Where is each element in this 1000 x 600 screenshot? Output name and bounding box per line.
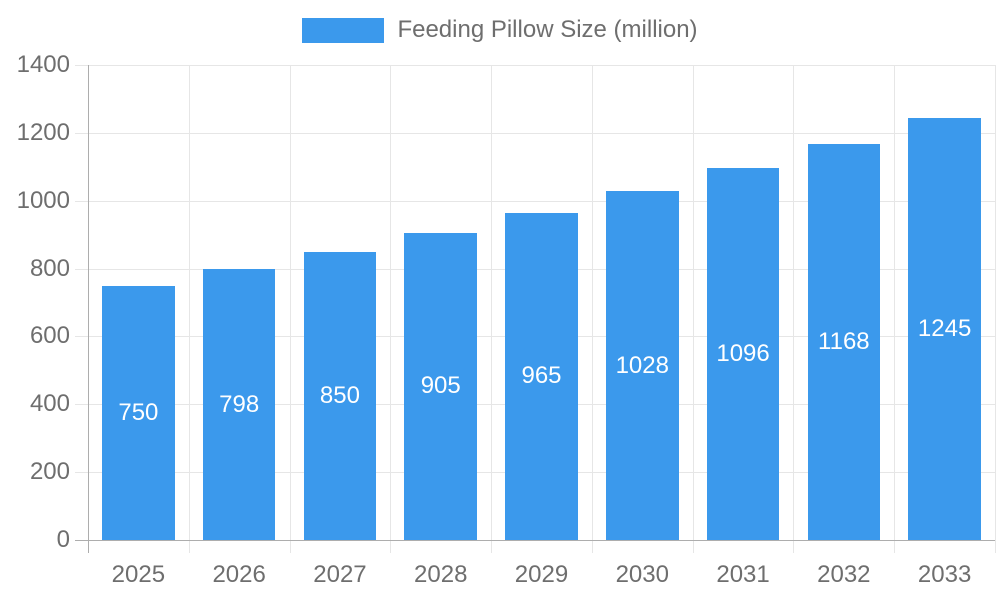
bar[interactable] bbox=[706, 168, 780, 540]
y-axis-label: 400 bbox=[29, 390, 70, 418]
x-axis-baseline bbox=[75, 540, 995, 541]
x-axis-label: 2026 bbox=[212, 561, 266, 588]
x-axis-tick bbox=[995, 540, 996, 553]
y-axis-label: 0 bbox=[56, 526, 70, 553]
x-axis-tick bbox=[894, 540, 896, 553]
bar[interactable] bbox=[102, 285, 175, 540]
x-axis-label: 2027 bbox=[313, 561, 367, 588]
bar-value-label: 1245 bbox=[917, 314, 972, 342]
y-axis-label: 1400 bbox=[16, 51, 70, 78]
y-axis-tick bbox=[75, 404, 88, 406]
gridline-vertical bbox=[894, 65, 896, 540]
y-axis-tick bbox=[75, 200, 88, 202]
x-axis-tick bbox=[390, 540, 392, 553]
gridline-horizontal bbox=[88, 200, 995, 202]
gridline-vertical bbox=[188, 65, 190, 540]
gridline-vertical bbox=[491, 65, 493, 540]
bar-value-label: 798 bbox=[219, 390, 260, 418]
gridline-horizontal bbox=[88, 65, 995, 66]
bar[interactable] bbox=[807, 143, 881, 540]
y-axis-label: 1200 bbox=[16, 118, 70, 146]
x-axis-label: 2032 bbox=[817, 561, 871, 588]
chart-legend[interactable]: Feeding Pillow Size (million) bbox=[0, 16, 1000, 44]
x-axis-tick bbox=[188, 540, 190, 553]
bar-value-label: 1168 bbox=[818, 327, 870, 355]
x-axis-tick bbox=[289, 540, 291, 553]
x-axis-label: 2031 bbox=[716, 561, 770, 588]
legend-swatch-icon bbox=[302, 17, 385, 43]
x-axis-label: 2029 bbox=[514, 561, 569, 588]
bar[interactable] bbox=[908, 117, 981, 540]
gridline-vertical bbox=[591, 65, 593, 540]
gridline-vertical bbox=[390, 65, 392, 540]
y-axis-label: 600 bbox=[29, 322, 70, 350]
x-axis-tick bbox=[793, 540, 795, 553]
bar[interactable] bbox=[605, 191, 679, 540]
gridline-vertical bbox=[995, 65, 996, 540]
gridline-vertical bbox=[793, 65, 795, 540]
y-axis-label: 800 bbox=[29, 254, 70, 282]
y-axis-tick bbox=[75, 132, 88, 134]
y-axis-label: 1000 bbox=[16, 186, 70, 214]
y-axis-tick bbox=[75, 65, 88, 66]
x-axis-label: 2033 bbox=[917, 561, 972, 588]
x-axis-label: 2028 bbox=[414, 561, 468, 588]
bar-value-label: 1028 bbox=[615, 351, 669, 379]
y-axis-tick bbox=[75, 472, 88, 474]
bar[interactable] bbox=[505, 212, 578, 540]
x-axis-tick bbox=[491, 540, 493, 553]
gridline-vertical bbox=[289, 65, 291, 540]
y-axis-label: 200 bbox=[29, 458, 70, 486]
bar-value-label: 965 bbox=[521, 362, 562, 390]
x-axis-tick bbox=[591, 540, 593, 553]
y-axis-tick bbox=[75, 336, 88, 338]
x-axis-tick bbox=[692, 540, 694, 553]
x-axis-label: 2025 bbox=[111, 561, 166, 588]
x-axis-label: 2030 bbox=[615, 561, 669, 588]
gridline-horizontal bbox=[88, 132, 995, 134]
bar-value-label: 905 bbox=[420, 372, 461, 400]
bar-value-label: 750 bbox=[118, 398, 159, 426]
bar[interactable] bbox=[303, 251, 377, 540]
bar-value-label: 850 bbox=[319, 381, 360, 409]
bar-value-label: 1096 bbox=[716, 340, 770, 368]
legend-label: Feeding Pillow Size (million) bbox=[397, 16, 698, 43]
bar[interactable] bbox=[202, 269, 276, 540]
y-axis-tick bbox=[75, 268, 88, 270]
gridline-vertical bbox=[692, 65, 694, 540]
bar[interactable] bbox=[404, 232, 477, 540]
y-axis-line bbox=[88, 65, 89, 553]
